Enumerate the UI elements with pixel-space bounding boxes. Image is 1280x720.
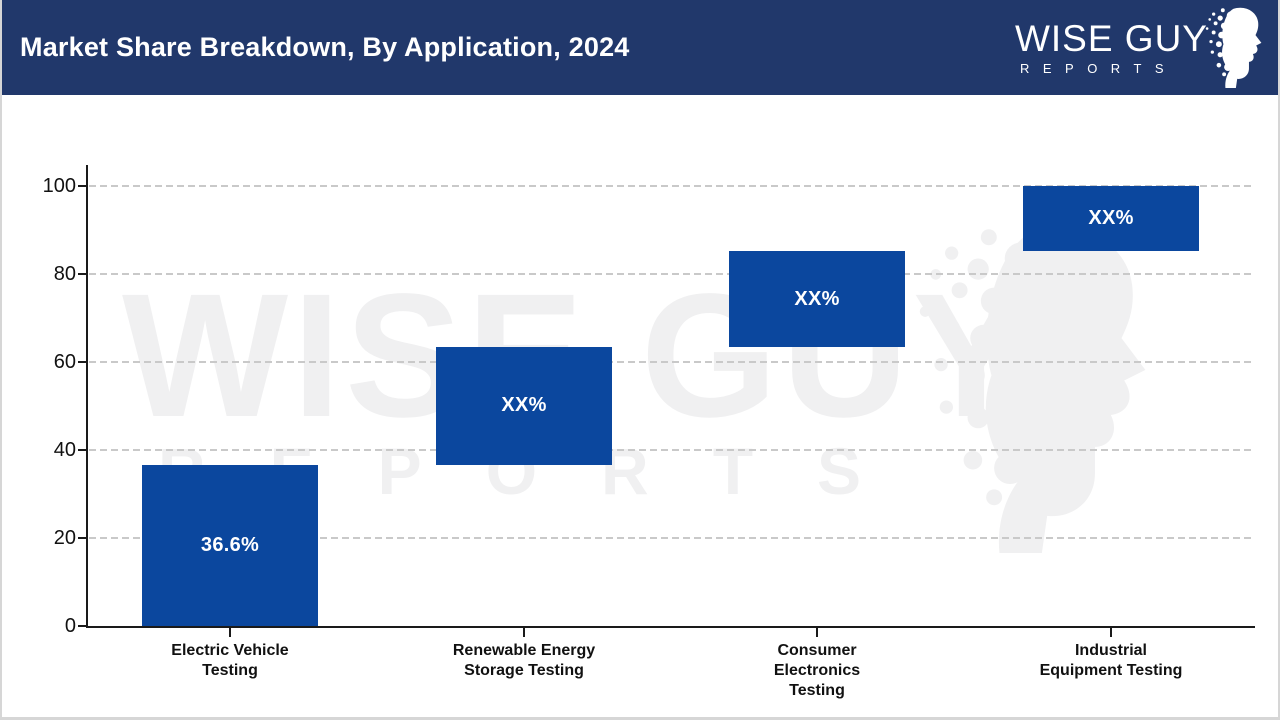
bar-value-label: XX% bbox=[794, 287, 840, 310]
gridline-60 bbox=[89, 361, 1253, 363]
x-tick-mark-1 bbox=[523, 628, 525, 637]
y-tick-mark-100 bbox=[78, 185, 87, 187]
bar-segment: XX% bbox=[729, 251, 905, 348]
gridline-40 bbox=[89, 449, 1253, 451]
category-label-line: Storage Testing bbox=[464, 662, 584, 679]
category-label-line: Consumer bbox=[777, 642, 857, 659]
bar-segment: XX% bbox=[1023, 186, 1199, 252]
gridline-100 bbox=[89, 185, 1253, 187]
y-tick-mark-0 bbox=[78, 625, 87, 627]
category-label: Electric Vehicle Testing bbox=[100, 641, 360, 681]
category-label: Consumer Electronics Testing bbox=[687, 641, 947, 701]
bar-value-label: XX% bbox=[1088, 207, 1134, 230]
header-bar: Market Share Breakdown, By Application, … bbox=[0, 0, 1280, 95]
y-tick-label-100: 100 bbox=[42, 175, 76, 197]
category-label-line: Testing bbox=[202, 662, 258, 679]
y-tick-mark-80 bbox=[78, 273, 87, 275]
category-label: Industrial Equipment Testing bbox=[981, 641, 1241, 681]
brand-subtitle: REPORTS bbox=[1019, 60, 1178, 76]
chart-title: Market Share Breakdown, By Application, … bbox=[20, 32, 630, 62]
x-tick-mark-0 bbox=[229, 628, 231, 637]
y-tick-label-0: 0 bbox=[64, 615, 76, 637]
dotted-head-icon bbox=[1205, 7, 1262, 89]
x-tick-mark-2 bbox=[816, 628, 818, 637]
bar-value-label: 36.6% bbox=[200, 533, 260, 556]
y-tick-mark-40 bbox=[78, 449, 87, 451]
category-label-line: Industrial bbox=[1074, 642, 1147, 659]
bar-segment: XX% bbox=[436, 347, 612, 465]
gridline-80 bbox=[89, 273, 1253, 275]
gridline-20 bbox=[89, 537, 1253, 539]
y-tick-label-80: 80 bbox=[53, 263, 76, 285]
y-tick-mark-60 bbox=[78, 361, 87, 363]
category-label: Renewable Energy Storage Testing bbox=[394, 641, 654, 681]
y-axis-line bbox=[86, 165, 88, 628]
x-tick-mark-3 bbox=[1110, 628, 1112, 637]
category-label-line: Equipment Testing bbox=[1039, 662, 1183, 679]
brand-logo-text: WISE GUY REPORTS bbox=[1015, 20, 1208, 76]
brand-logo: WISE GUY REPORTS bbox=[1015, 5, 1266, 90]
y-tick-label-40: 40 bbox=[53, 439, 76, 461]
category-label-line: Renewable Energy bbox=[452, 642, 596, 659]
y-tick-label-20: 20 bbox=[53, 527, 76, 549]
category-label-line: Testing bbox=[789, 682, 845, 699]
dotted-head-watermark-icon bbox=[919, 227, 1146, 554]
category-label-line: Electric Vehicle bbox=[171, 642, 289, 659]
bar-value-label: XX% bbox=[501, 394, 547, 417]
category-label-line: Electronics bbox=[773, 662, 861, 679]
y-tick-mark-20 bbox=[78, 537, 87, 539]
x-axis-line bbox=[86, 626, 1255, 628]
y-tick-label-60: 60 bbox=[53, 351, 76, 373]
brand-name: WISE GUY bbox=[1014, 17, 1208, 59]
bar-segment: 36.6% bbox=[142, 464, 318, 626]
watermark-head-icon bbox=[872, 216, 1164, 566]
